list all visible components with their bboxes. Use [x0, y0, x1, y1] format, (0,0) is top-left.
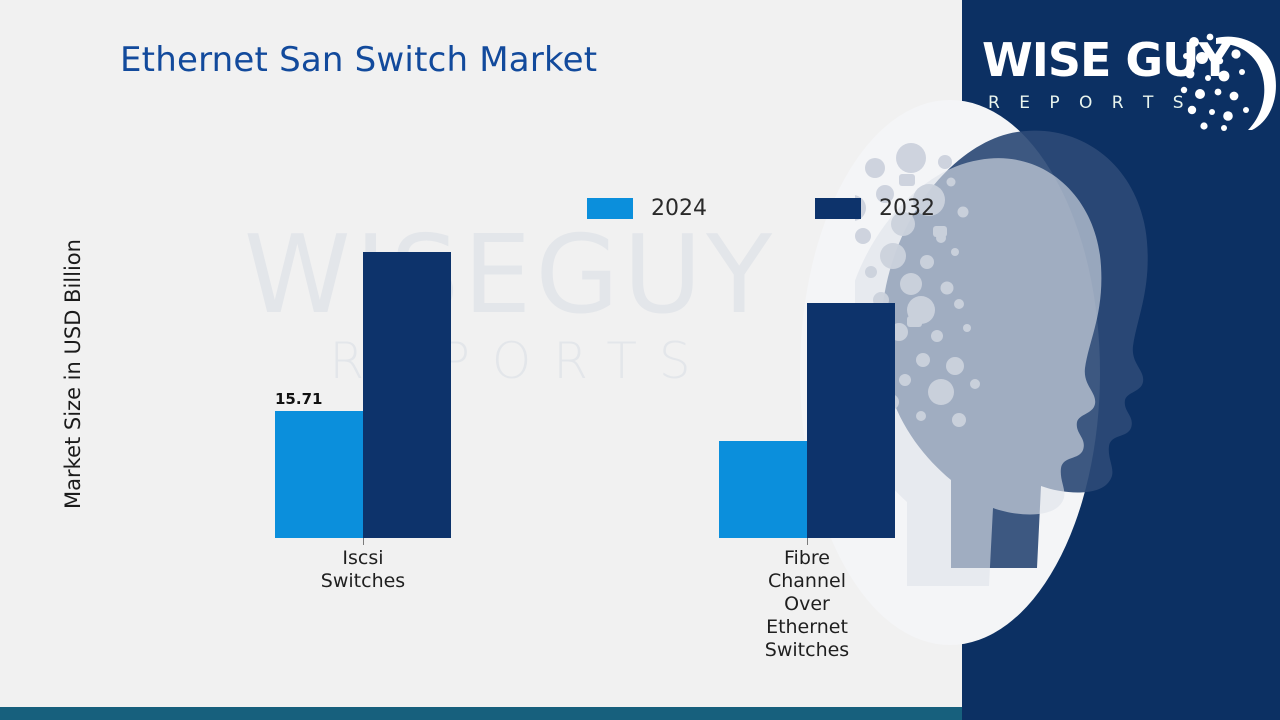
wiseguy-logo: WISE GUY R E P O R T S: [982, 33, 1276, 131]
page-title: Ethernet San Switch Market: [120, 40, 598, 80]
watermark-main-text: WISEGUY: [243, 213, 777, 338]
decorative-circle: [800, 100, 1100, 645]
watermark: WISEGUY REPORTS: [130, 222, 890, 393]
watermark-sub-text: REPORTS: [329, 332, 713, 390]
legend-swatch-2032: [815, 198, 861, 219]
chart-legend: 2024 2032: [587, 196, 935, 221]
legend-item-2024[interactable]: 2024: [587, 196, 707, 221]
bottom-accent-strip: [0, 707, 962, 720]
legend-swatch-2024: [587, 198, 633, 219]
legend-label-2032: 2032: [879, 196, 935, 221]
legend-label-2024: 2024: [651, 196, 707, 221]
logo-head-dots: [1180, 33, 1276, 131]
legend-item-2032[interactable]: 2032: [815, 196, 935, 221]
svg-text:R E P O R T S: R E P O R T S: [988, 93, 1191, 113]
y-axis-title: Market Size in USD Billion: [61, 239, 85, 509]
